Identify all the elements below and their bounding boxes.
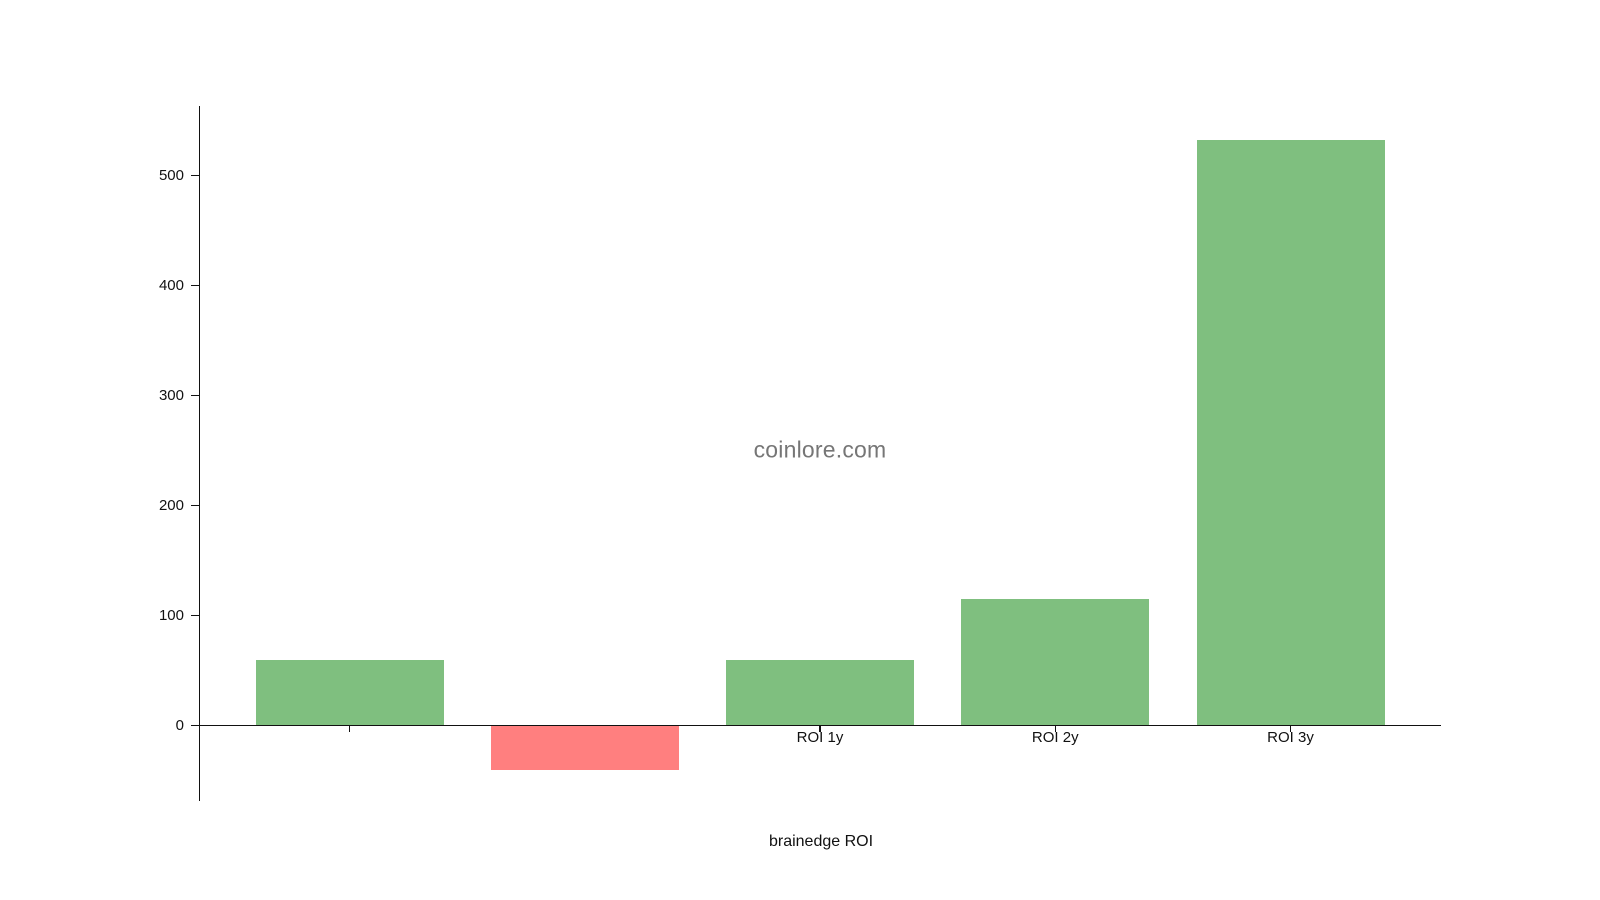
x-tick-label-4: ROI 2y bbox=[1031, 728, 1079, 746]
bar-roi-2y bbox=[961, 599, 1150, 726]
y-tick-label-500: 500 bbox=[158, 166, 184, 184]
bar-unlabeled-1 bbox=[255, 659, 444, 726]
y-tick-label-200: 200 bbox=[158, 496, 184, 514]
watermark-text: coinlore.com bbox=[753, 436, 887, 463]
y-tick-label-0: 0 bbox=[175, 716, 184, 734]
y-tick-mark-100 bbox=[191, 614, 199, 617]
x-tick-label-5: ROI 3y bbox=[1267, 728, 1314, 746]
y-tick-mark-200 bbox=[191, 504, 199, 507]
y-tick-mark-300 bbox=[191, 394, 199, 397]
y-axis-line bbox=[198, 106, 200, 801]
x-tick-label-3: ROI 1y bbox=[796, 728, 844, 746]
x-axis-title: brainedge ROI bbox=[768, 833, 874, 850]
bar-unlabeled-2 bbox=[490, 725, 679, 770]
bar-roi-3y bbox=[1196, 140, 1385, 726]
x-tick-mark-1 bbox=[348, 725, 351, 732]
x-axis-zero-line bbox=[198, 724, 1441, 727]
x-tick-mark-4 bbox=[1054, 725, 1056, 732]
y-tick-mark-500 bbox=[191, 174, 199, 177]
y-tick-mark-400 bbox=[191, 284, 199, 287]
x-tick-mark-3 bbox=[819, 725, 821, 732]
y-tick-label-300: 300 bbox=[158, 386, 184, 404]
bar-roi-1y bbox=[726, 659, 914, 726]
x-tick-mark-5 bbox=[1289, 725, 1292, 732]
y-tick-label-400: 400 bbox=[158, 276, 184, 294]
y-tick-mark-0 bbox=[191, 724, 199, 727]
y-tick-label-100: 100 bbox=[158, 606, 184, 624]
